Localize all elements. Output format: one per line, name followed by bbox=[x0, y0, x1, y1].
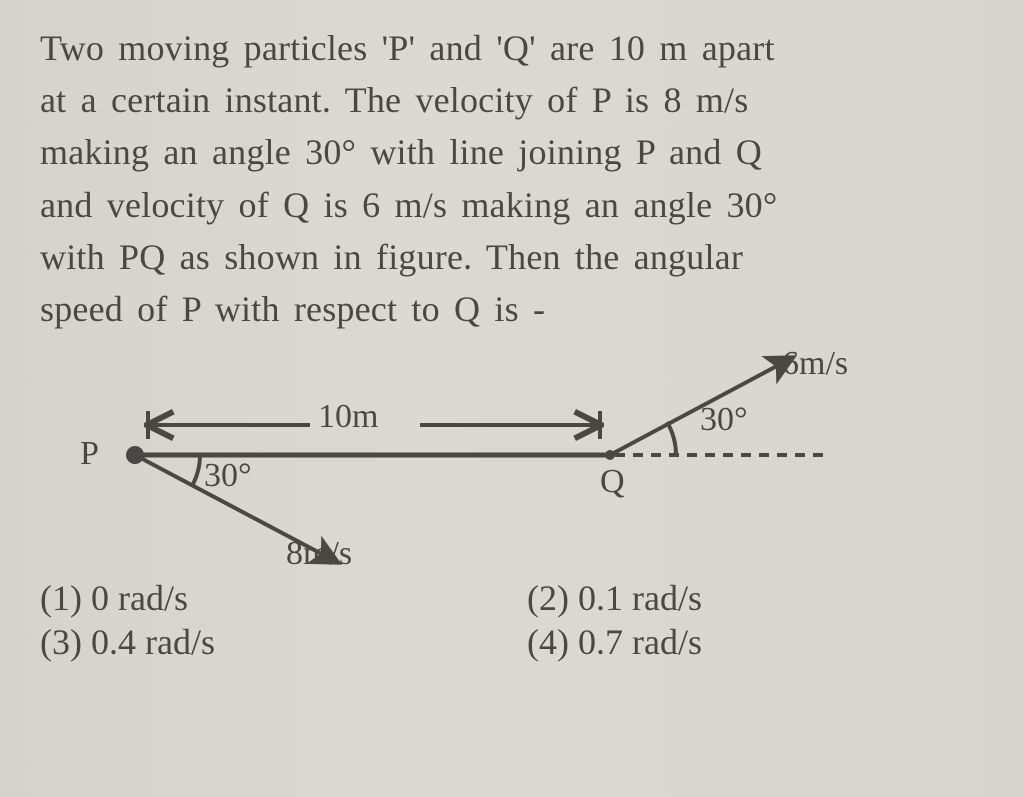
figure: 6m/s 30° 10m P 30° Q 8m/s bbox=[40, 343, 940, 573]
q-line-6: speed of P with respect to Q is - bbox=[40, 289, 545, 329]
label-ang-p: 30° bbox=[204, 457, 252, 495]
q-angle-arc bbox=[667, 422, 676, 455]
page-root: { "question": { "line1": "Two moving par… bbox=[0, 0, 1024, 797]
label-vq: 6m/s bbox=[782, 345, 848, 383]
label-p: P bbox=[80, 435, 99, 473]
question-text: Two moving particles 'P' and 'Q' are 10 … bbox=[40, 22, 984, 335]
q-line-5: with PQ as shown in figure. Then the ang… bbox=[40, 237, 743, 277]
option-4: (4) 0.7 rad/s bbox=[527, 621, 984, 663]
p-angle-arc bbox=[192, 455, 200, 486]
q-line-4: and velocity of Q is 6 m/s making an ang… bbox=[40, 185, 777, 225]
q-line-2: at a certain instant. The velocity of P … bbox=[40, 80, 748, 120]
option-1: (1) 0 rad/s bbox=[40, 577, 497, 619]
option-2: (2) 0.1 rad/s bbox=[527, 577, 984, 619]
label-ang-q: 30° bbox=[700, 401, 748, 439]
options-grid: (1) 0 rad/s (2) 0.1 rad/s (3) 0.4 rad/s … bbox=[40, 577, 984, 663]
label-q: Q bbox=[600, 463, 625, 501]
option-3: (3) 0.4 rad/s bbox=[40, 621, 497, 663]
label-vp: 8m/s bbox=[286, 535, 352, 573]
q-line-1: Two moving particles 'P' and 'Q' are 10 … bbox=[40, 28, 775, 68]
label-len: 10m bbox=[318, 398, 378, 436]
q-line-3: making an angle 30° with line joining P … bbox=[40, 132, 762, 172]
